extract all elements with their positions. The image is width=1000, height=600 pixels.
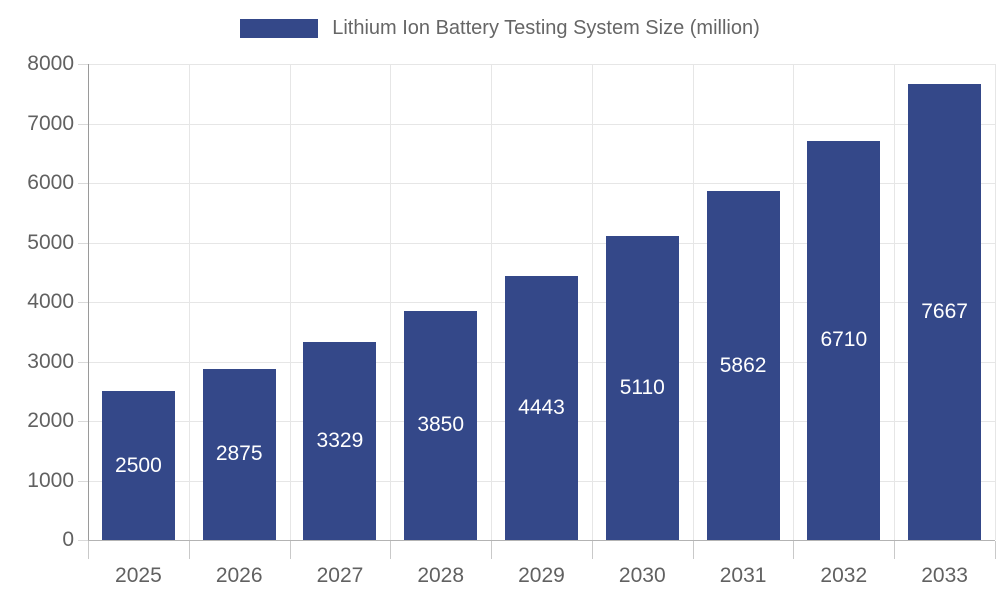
x-tick-label: 2025: [115, 564, 162, 587]
y-tick-label: 2000: [27, 409, 74, 432]
x-tick-label: 2029: [518, 564, 565, 587]
x-tick-label: 2027: [316, 564, 364, 587]
y-tick-label: 5000: [27, 230, 74, 254]
y-tick-mark: [78, 480, 88, 482]
legend-swatch: [240, 19, 319, 38]
y-tick-label: 1000: [27, 468, 74, 492]
y-tick-label: 0: [62, 528, 74, 551]
gridline-v: [894, 64, 896, 540]
gridline-v: [692, 64, 694, 540]
bar[interactable]: 3329: [303, 341, 377, 540]
bar-value-label: 4443: [518, 395, 565, 419]
legend-item[interactable]: Lithium Ion Battery Testing System Size …: [240, 17, 760, 40]
x-tick-mark: [188, 541, 190, 559]
bar-value-label: 5862: [719, 353, 767, 377]
y-tick-label: 8000: [27, 52, 74, 75]
bar[interactable]: 5110: [605, 236, 679, 540]
y-tick-mark: [78, 183, 88, 184]
gridline-v: [995, 64, 996, 540]
y-tick-mark: [78, 302, 88, 303]
bar[interactable]: 5862: [706, 191, 780, 540]
x-tick-mark: [390, 541, 392, 559]
y-axis-line: [88, 64, 89, 540]
bar-value-label: 2500: [115, 453, 162, 477]
x-tick-label: 2026: [215, 564, 263, 587]
x-tick-mark: [894, 541, 896, 559]
x-tick-label: 2033: [921, 564, 968, 587]
bar[interactable]: 2875: [202, 368, 276, 540]
y-tick-mark: [78, 421, 88, 422]
legend-label: Lithium Ion Battery Testing System Size …: [332, 17, 760, 39]
gridline-v: [793, 64, 795, 540]
bar-value-label: 6710: [820, 328, 868, 352]
x-tick-label: 2030: [618, 564, 666, 587]
x-tick-mark: [289, 541, 291, 559]
gridline-v: [289, 64, 291, 540]
bar[interactable]: 2500: [101, 391, 175, 541]
legend: Lithium Ion Battery Testing System Size …: [0, 17, 1000, 40]
y-tick-mark: [78, 361, 88, 363]
bar-value-label: 5110: [619, 376, 665, 399]
x-tick-mark: [995, 541, 996, 559]
y-tick-label: 6000: [27, 171, 74, 194]
x-tick-label: 2032: [820, 564, 868, 587]
bar[interactable]: 7667: [908, 83, 982, 540]
y-tick-mark: [78, 540, 88, 541]
y-tick-label: 7000: [27, 111, 74, 135]
gridline-v: [491, 64, 493, 540]
gridline-v: [390, 64, 392, 540]
x-tick-mark: [692, 541, 694, 559]
y-tick-mark: [78, 64, 88, 65]
gridline-h: [88, 123, 995, 125]
gridline-v: [188, 64, 190, 540]
bar[interactable]: 3850: [404, 310, 478, 540]
y-tick-label: 3000: [27, 349, 74, 373]
x-tick-mark: [591, 541, 593, 559]
bar-value-label: 3850: [417, 413, 465, 437]
bar-value-label: 3329: [316, 428, 364, 452]
x-tick-mark: [491, 541, 493, 559]
y-tick-mark: [78, 123, 88, 125]
gridline-h: [88, 183, 995, 184]
bar[interactable]: 4443: [505, 275, 578, 540]
bar-value-label: 7667: [921, 299, 968, 323]
x-tick-label: 2031: [719, 564, 767, 587]
x-axis-line: [88, 540, 995, 541]
gridline-v: [591, 64, 593, 540]
x-tick-label: 2028: [417, 564, 465, 587]
gridline-h: [88, 64, 995, 65]
bar-value-label: 2875: [215, 442, 263, 466]
gridline-h: [88, 242, 995, 244]
y-tick-label: 4000: [27, 290, 74, 313]
y-tick-mark: [78, 242, 88, 244]
x-tick-mark: [88, 541, 89, 559]
x-tick-mark: [793, 541, 795, 559]
bar[interactable]: 6710: [807, 140, 881, 540]
